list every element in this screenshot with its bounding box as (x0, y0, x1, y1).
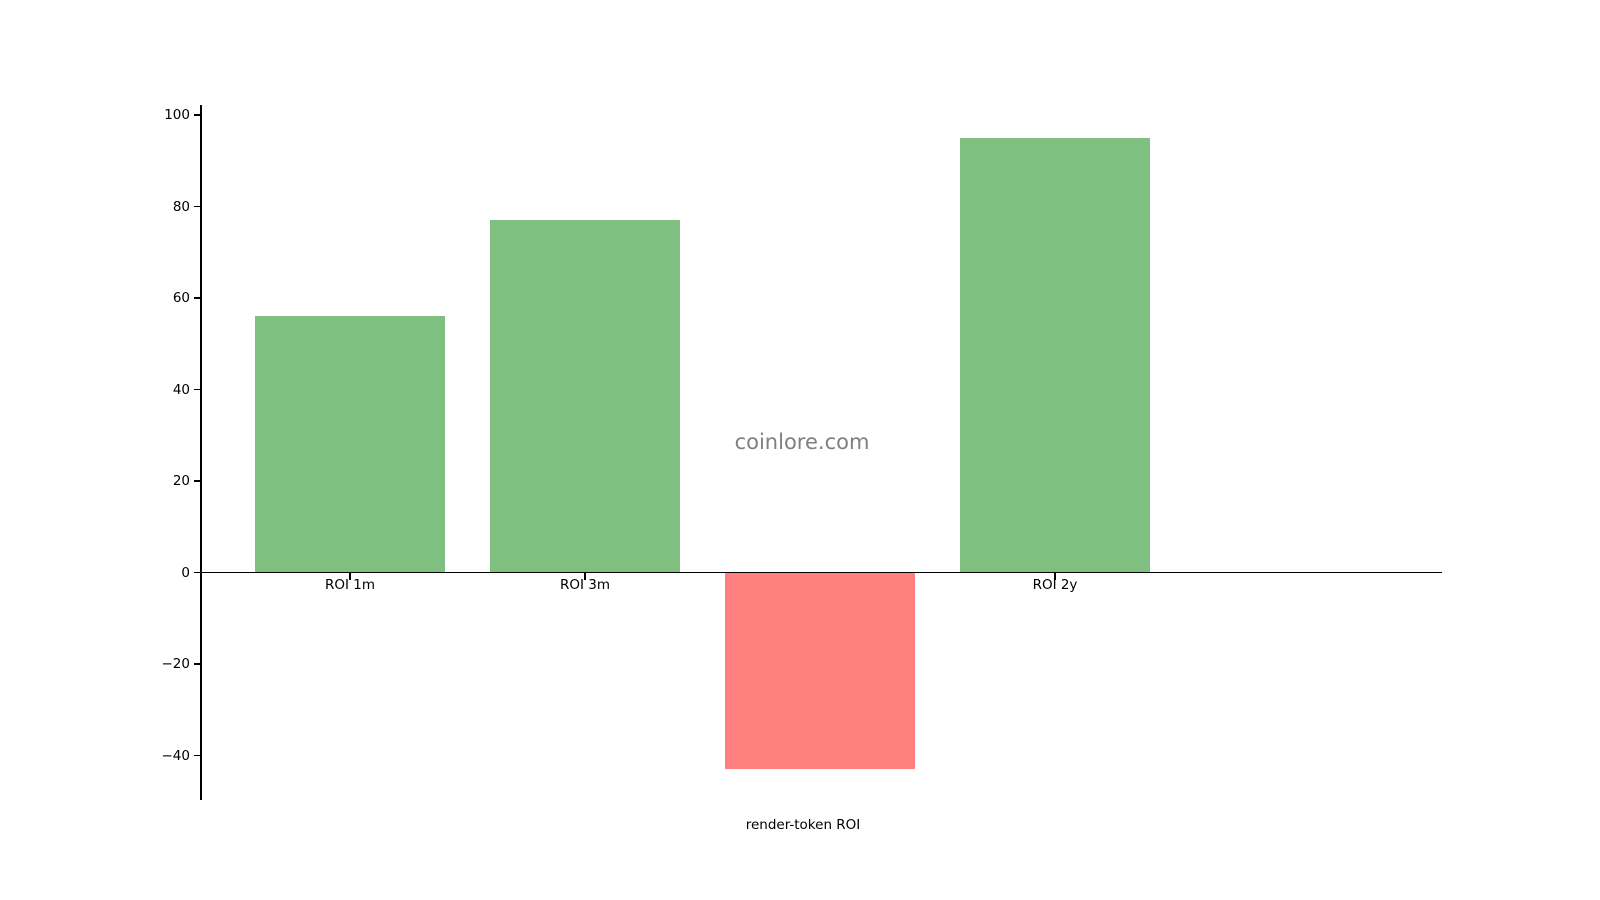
y-tick-mark (194, 297, 200, 299)
bar (725, 572, 915, 770)
x-tick-label: ROI 1m (324, 576, 376, 593)
y-tick-mark (194, 571, 200, 574)
y-tick-mark (194, 388, 200, 391)
y-tick-label: 80 (172, 198, 190, 215)
y-tick-label: −40 (161, 747, 191, 764)
y-tick-label: 20 (172, 473, 190, 490)
x-tick-label: ROI 3m (559, 576, 611, 593)
y-tick-label: −20 (161, 656, 191, 673)
y-tick-mark (194, 754, 200, 757)
y-tick-label: 0 (181, 564, 190, 581)
y-tick-mark (194, 480, 200, 482)
x-tick-mark (1054, 572, 1056, 580)
y-tick-mark (194, 205, 200, 208)
y-tick-mark (194, 114, 200, 116)
y-tick-label: 40 (172, 381, 190, 398)
watermark: coinlore.com (734, 430, 870, 454)
x-axis-line (200, 571, 1442, 574)
x-tick-mark (584, 572, 586, 580)
x-axis-title: render-token ROI (745, 817, 861, 833)
bar (255, 316, 445, 573)
y-tick-label: 100 (164, 107, 190, 124)
y-tick-label: 60 (172, 290, 190, 307)
y-tick-mark (194, 663, 200, 665)
bar (960, 137, 1150, 573)
x-tick-mark (349, 572, 351, 580)
y-axis-line (200, 105, 202, 800)
x-tick-label: ROI 2y (1032, 576, 1078, 593)
bar (490, 220, 680, 573)
